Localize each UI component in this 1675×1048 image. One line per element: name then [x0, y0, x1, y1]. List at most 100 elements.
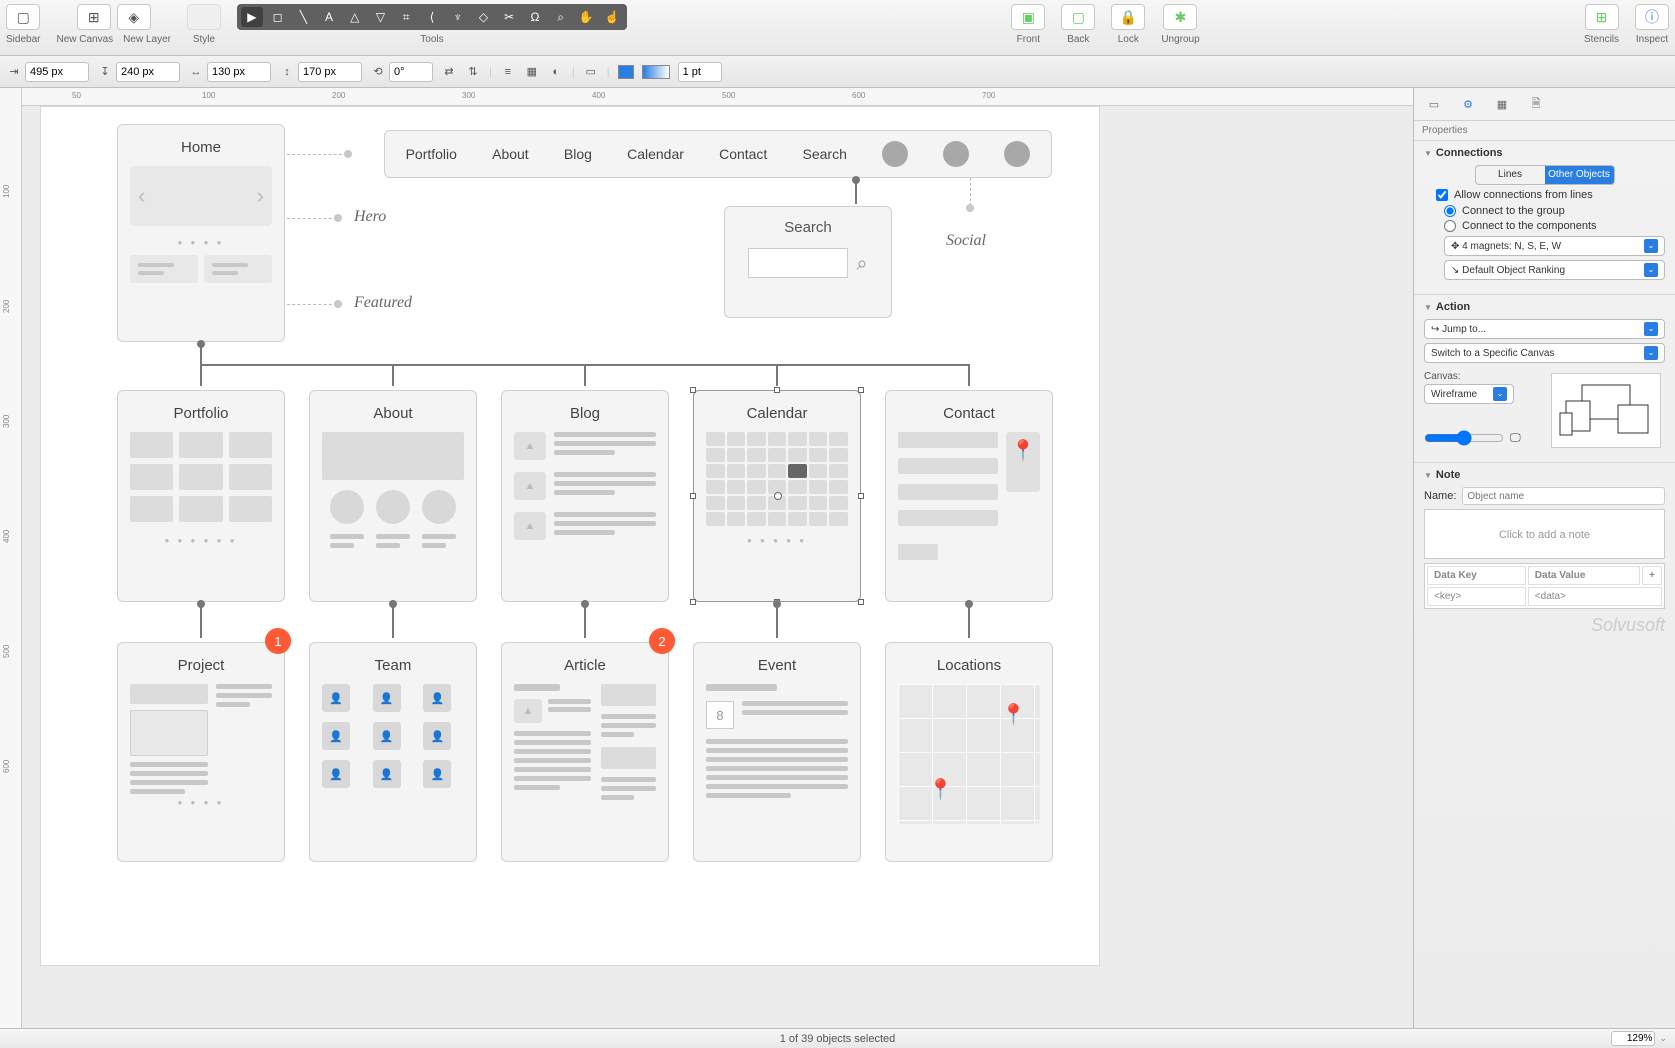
canvas[interactable]: Home ‹ › ● ● ● ● Hero Featured [22, 106, 1413, 1028]
connect-group-radio[interactable]: Connect to the group [1444, 205, 1665, 217]
action-heading[interactable]: Action [1424, 301, 1665, 313]
inspector-tab-properties-icon[interactable]: ⚙ [1458, 94, 1478, 114]
cut-tool-icon[interactable]: ✂ [498, 7, 520, 27]
magnets-dropdown[interactable]: ✥ 4 magnets: N, S, E, W⌄ [1444, 236, 1665, 256]
gradient-swatch[interactable] [642, 65, 670, 79]
note-textarea[interactable]: Click to add a note [1424, 509, 1665, 559]
selection-handle[interactable] [774, 387, 780, 393]
flip-v-icon[interactable]: ⇅ [465, 64, 481, 80]
zoom-field[interactable] [1611, 1031, 1655, 1046]
allow-connections-checkbox[interactable]: Allow connections from lines [1436, 189, 1665, 201]
ranking-dropdown[interactable]: ↘ Default Object Ranking⌄ [1444, 260, 1665, 280]
rotation-handle[interactable] [774, 492, 782, 500]
connections-segmented[interactable]: Lines Other Objects [1475, 165, 1615, 185]
chevron-right-icon[interactable]: › [257, 183, 264, 209]
selection-handle[interactable] [858, 599, 864, 605]
inspector-tab-geometry-icon[interactable]: ▭ [1424, 94, 1444, 114]
selection-handle[interactable] [858, 493, 864, 499]
switch-dropdown[interactable]: Switch to a Specific Canvas⌄ [1424, 343, 1665, 363]
brush-tool-icon[interactable]: ▽ [370, 7, 392, 27]
diamond-tool-icon[interactable]: ◇ [473, 7, 495, 27]
align-icon[interactable]: ≡ [500, 64, 516, 80]
inspect-button[interactable]: ⓘ [1635, 4, 1669, 30]
style-button[interactable] [187, 4, 221, 30]
select-tool-icon[interactable]: ▶ [241, 7, 263, 27]
search-popup[interactable]: Search ⌕ [724, 206, 892, 318]
opacity-icon[interactable]: ◐ [548, 64, 564, 80]
search-icon[interactable]: ⌕ [856, 253, 867, 276]
magnet-tool-icon[interactable]: Ω [524, 7, 546, 27]
shadow-icon[interactable]: ▦ [524, 64, 540, 80]
new-canvas-button[interactable]: ⊞ [77, 4, 111, 30]
back-button[interactable]: ▢ [1061, 4, 1095, 30]
rot-field[interactable] [389, 62, 433, 82]
selection-handle[interactable] [690, 599, 696, 605]
stencils-button[interactable]: ⊞ [1585, 4, 1619, 30]
article-card[interactable]: Article ▲ [501, 642, 669, 862]
td-val[interactable]: <data> [1528, 587, 1662, 606]
seg-other[interactable]: Other Objects [1545, 166, 1614, 184]
selection-handle[interactable] [858, 387, 864, 393]
zoom-tool-icon[interactable]: ⌕ [550, 7, 572, 27]
stroke-field[interactable] [678, 62, 722, 82]
ungroup-label: Ungroup [1161, 34, 1199, 45]
selection-handle[interactable] [690, 493, 696, 499]
team-card[interactable]: Team 👤👤👤 👤👤👤 👤👤👤 [309, 642, 477, 862]
lock-button[interactable]: 🔒 [1111, 4, 1145, 30]
sidebar-button[interactable]: ▢ [6, 4, 40, 30]
align-tool-icon[interactable]: ⟨ [421, 7, 443, 27]
border-icon[interactable]: ▭ [583, 64, 599, 80]
blog-card[interactable]: Blog ▲ ▲ ▲ [501, 390, 669, 602]
seg-lines[interactable]: Lines [1476, 166, 1545, 184]
nav-item[interactable]: Calendar [627, 146, 684, 162]
locations-card[interactable]: Locations 📍 📍 [885, 642, 1053, 862]
connect-components-radio[interactable]: Connect to the components [1444, 220, 1665, 232]
fill-swatch[interactable] [618, 65, 634, 79]
nav-item[interactable]: Portfolio [406, 146, 457, 162]
ungroup-button[interactable]: ✱ [1163, 4, 1197, 30]
tree-tool-icon[interactable]: ♆ [447, 7, 469, 27]
front-button[interactable]: ▣ [1011, 4, 1045, 30]
x-field[interactable] [25, 62, 89, 82]
navbar[interactable]: Portfolio About Blog Calendar Contact Se… [384, 130, 1052, 178]
zoom-control[interactable]: ⌄ [1611, 1031, 1667, 1046]
text-tool-icon[interactable]: A [318, 7, 340, 27]
nav-item[interactable]: About [492, 146, 529, 162]
td-key[interactable]: <key> [1427, 587, 1526, 606]
canvas-dropdown[interactable]: Wireframe⌄ [1424, 384, 1514, 404]
search-input[interactable] [748, 248, 848, 278]
pen-tool-icon[interactable]: △ [344, 7, 366, 27]
y-field[interactable] [116, 62, 180, 82]
portfolio-card[interactable]: Portfolio ● ● ● ● ● ● [117, 390, 285, 602]
home-card[interactable]: Home ‹ › ● ● ● ● [117, 124, 285, 342]
w-field[interactable] [207, 62, 271, 82]
about-card[interactable]: About [309, 390, 477, 602]
zoom-slider[interactable] [1424, 430, 1504, 446]
data-table[interactable]: Data KeyData Value+ <key><data> [1424, 563, 1665, 609]
tools-segmented[interactable]: ▶ ◻ ╲ A △ ▽ ⌗ ⟨ ♆ ◇ ✂ Ω ⌕ ✋ ☝ [237, 4, 627, 30]
project-card[interactable]: Project ● ● ● ● [117, 642, 285, 862]
inspector-tab-document-icon[interactable]: 🗎 [1526, 94, 1546, 114]
point-tool-icon[interactable]: ☝ [601, 7, 623, 27]
nav-item[interactable]: Contact [719, 146, 767, 162]
h-field[interactable] [298, 62, 362, 82]
grid-tool-icon[interactable]: ⌗ [395, 7, 417, 27]
inspector-tab-canvas-icon[interactable]: ▦ [1492, 94, 1512, 114]
chevron-left-icon[interactable]: ‹ [138, 183, 145, 209]
contact-card[interactable]: Contact 📍 [885, 390, 1053, 602]
add-row-button[interactable]: + [1642, 566, 1662, 585]
flip-h-icon[interactable]: ⇄ [441, 64, 457, 80]
image-icon: ▲ [514, 699, 542, 723]
new-layer-button[interactable]: ◈ [117, 4, 151, 30]
line-tool-icon[interactable]: ╲ [292, 7, 314, 27]
shape-tool-icon[interactable]: ◻ [267, 7, 289, 27]
connections-heading[interactable]: Connections [1424, 147, 1665, 159]
hand-tool-icon[interactable]: ✋ [576, 7, 598, 27]
name-input[interactable] [1462, 487, 1665, 505]
jump-dropdown[interactable]: ↪ Jump to...⌄ [1424, 319, 1665, 339]
selection-handle[interactable] [690, 387, 696, 393]
nav-item[interactable]: Search [803, 146, 847, 162]
note-heading[interactable]: Note [1424, 469, 1665, 481]
nav-item[interactable]: Blog [564, 146, 592, 162]
event-card[interactable]: Event 8 [693, 642, 861, 862]
